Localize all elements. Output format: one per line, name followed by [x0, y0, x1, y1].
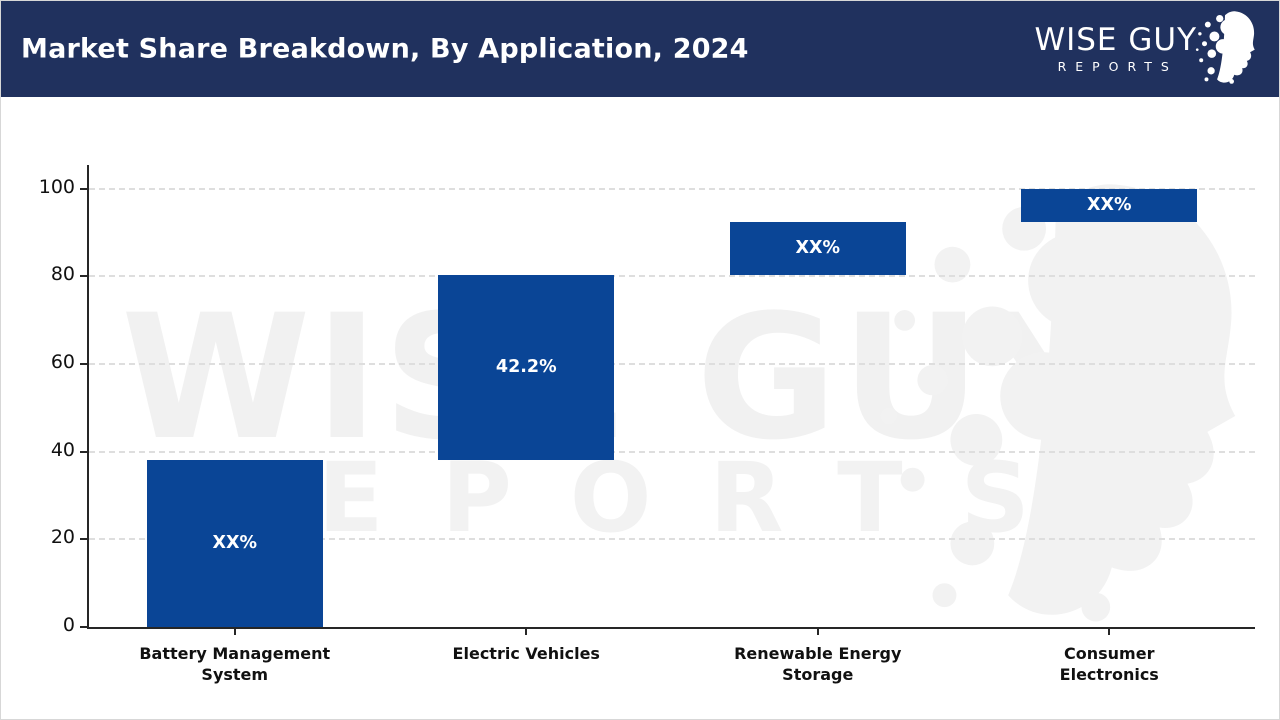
bar-battery-management-system: XX%	[146, 459, 323, 627]
bar-renewable-energy-storage: XX%	[729, 221, 906, 275]
gridline	[89, 275, 1255, 278]
y-tick-label: 20	[50, 526, 75, 549]
x-axis-spine	[87, 627, 1255, 629]
y-tick-label: 80	[50, 263, 75, 286]
wiseguy-face-icon	[1183, 10, 1267, 88]
gridline	[89, 362, 1255, 365]
bar-value-label: XX%	[795, 238, 841, 259]
header-bar: Market Share Breakdown, By Application, …	[1, 1, 1279, 97]
watermark-face-icon	[856, 177, 1256, 647]
logo-wordmark-top: WISE GUY	[1034, 22, 1197, 59]
logo-wordmark: WISE GUY REPORTS	[1034, 24, 1197, 74]
y-tick-label: 100	[38, 175, 75, 198]
x-tick-mark	[1108, 628, 1111, 635]
y-axis-spine	[87, 165, 89, 629]
y-tick-label: 0	[62, 614, 75, 636]
x-tick-mark	[816, 628, 819, 635]
gridline	[89, 187, 1255, 190]
bar-value-label: XX%	[212, 533, 258, 554]
category-label: Renewable Energy Storage	[734, 644, 902, 684]
gridline	[89, 450, 1255, 453]
bar-electric-vehicles: 42.2%	[438, 274, 615, 460]
y-tick-mark	[80, 275, 89, 278]
category-label: Electric Vehicles	[452, 644, 600, 663]
logo-wordmark-bottom: REPORTS	[1057, 58, 1178, 74]
x-tick-mark	[233, 628, 236, 635]
bar-consumer-electronics: XX%	[1021, 188, 1198, 222]
bar-value-label: XX%	[1086, 195, 1132, 216]
y-tick-mark	[80, 626, 89, 628]
x-tick-mark	[525, 628, 528, 635]
bar-value-label: 42.2%	[495, 357, 557, 378]
gridline	[89, 538, 1255, 541]
y-tick-mark	[80, 362, 89, 365]
y-tick-mark	[80, 187, 89, 190]
y-tick-label: 40	[50, 438, 75, 461]
category-label: Battery Management System	[139, 644, 331, 684]
watermark-subtext: REPORTS	[186, 442, 1088, 554]
y-tick-mark	[80, 450, 89, 453]
page-title: Market Share Breakdown, By Application, …	[21, 33, 749, 65]
category-label: Consumer Electronics	[1059, 644, 1159, 684]
chart-area: WISE GUY REPORTS 0 20 40 60 80 100 XX% Battery …	[1, 97, 1280, 707]
wiseguy-logo: WISE GUY REPORTS	[1034, 9, 1267, 89]
y-tick-label: 60	[50, 350, 75, 373]
y-tick-mark	[80, 538, 89, 541]
